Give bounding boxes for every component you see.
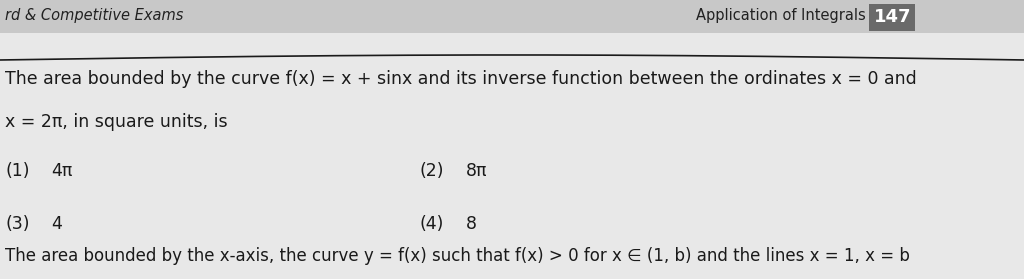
- Text: The area bounded by the curve f(x) = x + sinx and its inverse function between t: The area bounded by the curve f(x) = x +…: [5, 70, 916, 88]
- Text: (4): (4): [420, 215, 444, 233]
- Text: 4π: 4π: [51, 162, 73, 180]
- Text: (1): (1): [5, 162, 30, 180]
- Text: 147: 147: [873, 8, 911, 27]
- Text: 8π: 8π: [466, 162, 487, 180]
- Text: x = 2π, in square units, is: x = 2π, in square units, is: [5, 113, 227, 131]
- Text: (3): (3): [5, 215, 30, 233]
- Text: The area bounded by the x-axis, the curve y = f(x) such that f(x) > 0 for x ∈ (1: The area bounded by the x-axis, the curv…: [5, 247, 910, 265]
- Text: 8: 8: [466, 215, 477, 233]
- Text: (2): (2): [420, 162, 444, 180]
- Text: Application of Integrals: Application of Integrals: [695, 8, 865, 23]
- Bar: [0, 0, 1024, 33]
- Text: rd & Competitive Exams: rd & Competitive Exams: [5, 8, 183, 23]
- Text: 4: 4: [51, 215, 62, 233]
